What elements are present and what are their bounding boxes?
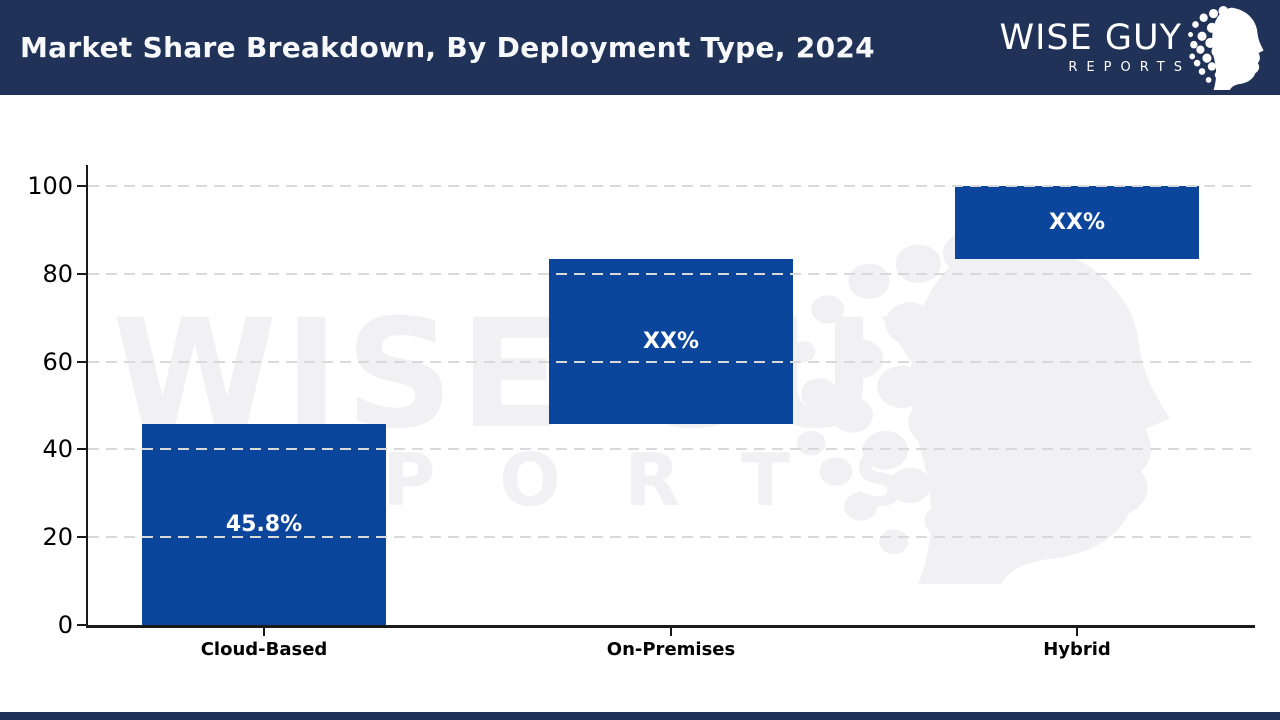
gridline-60	[88, 360, 1253, 363]
x-label-hybrid: Hybrid	[1043, 639, 1111, 660]
gridline-80	[88, 272, 1253, 275]
x-label-on-premises: On-Premises	[606, 639, 736, 660]
bar-cloud-based: 45.8%	[142, 423, 386, 625]
bar-value-label: 45.8%	[225, 511, 303, 537]
footer-bar	[0, 712, 1280, 720]
x-tick-mark-3	[1076, 628, 1078, 636]
brand-logo-text: WISE GUY REPORTS	[999, 18, 1182, 75]
brand-wordmark: WISE GUY	[999, 18, 1182, 58]
brand-reports-text: REPORTS	[1068, 60, 1191, 75]
page-title: Market Share Breakdown, By Deployment Ty…	[20, 31, 875, 64]
brand-head-icon	[1188, 5, 1264, 90]
bar-value-label: XX%	[643, 329, 699, 355]
x-tick-mark-1	[263, 628, 265, 636]
y-tick-label-20: 20	[42, 523, 73, 552]
x-tick-mark-2	[670, 628, 672, 636]
bar-hybrid: XX%	[955, 186, 1199, 260]
y-tick-mark-60	[77, 360, 86, 363]
y-tick-mark-100	[77, 185, 86, 187]
gridline-40	[88, 448, 1253, 451]
y-tick-label-80: 80	[42, 259, 73, 288]
gridline-100	[88, 185, 1253, 187]
gridline-20	[88, 536, 1253, 539]
bar-value-label: XX%	[1049, 210, 1105, 236]
y-tick-label-60: 60	[42, 347, 73, 376]
y-tick-mark-0	[77, 624, 86, 626]
y-tick-mark-40	[77, 448, 86, 451]
x-label-cloud-based: Cloud-Based	[200, 639, 328, 660]
y-tick-label-0: 0	[57, 611, 73, 639]
watermark-head-icon	[790, 232, 1170, 584]
brand-logo: WISE GUY REPORTS	[999, 5, 1280, 90]
y-tick-label-40: 40	[42, 435, 73, 464]
x-axis-spine	[86, 625, 1255, 628]
y-tick-mark-80	[77, 272, 86, 275]
header-bar: Market Share Breakdown, By Deployment Ty…	[0, 0, 1280, 95]
bar-on-premises: XX%	[549, 259, 793, 424]
y-axis-spine	[86, 165, 88, 627]
y-tick-mark-20	[77, 536, 86, 539]
y-tick-label-100: 100	[27, 172, 73, 200]
